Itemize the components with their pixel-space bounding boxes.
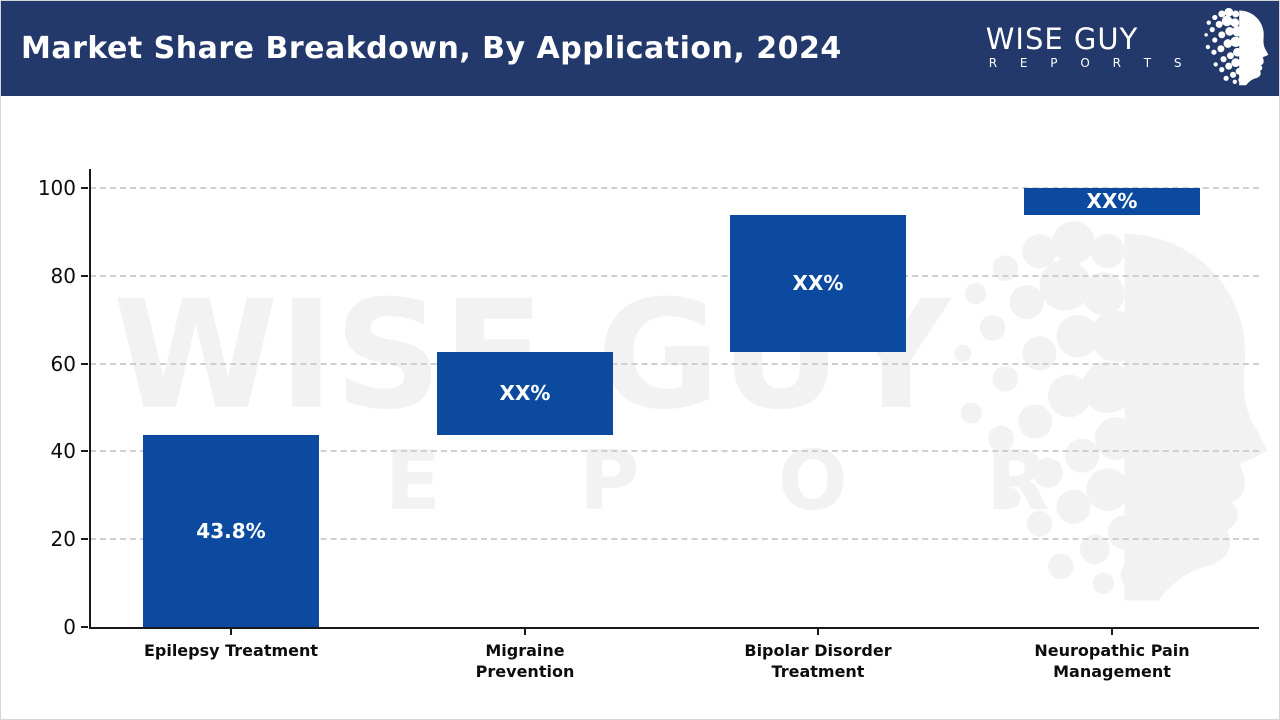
page-title: Market Share Breakdown, By Application, … xyxy=(21,31,842,66)
x-axis-tick-mark xyxy=(817,629,819,635)
logo-text: WISE GUY R E P O R T S xyxy=(985,22,1191,70)
logo-primary-text: WISE GUY xyxy=(985,22,1139,56)
gridline-60 xyxy=(90,362,1259,365)
x-axis-category-label: Epilepsy Treatment xyxy=(91,640,371,661)
bar-value-label: 43.8% xyxy=(196,518,266,543)
x-axis-line xyxy=(89,627,1259,629)
gridline-40 xyxy=(90,450,1259,453)
y-axis-tick-mark xyxy=(81,187,88,189)
y-axis-tick-label: 40 xyxy=(50,439,76,464)
y-axis-tick-mark xyxy=(81,274,88,277)
bar-value-label: XX% xyxy=(1086,189,1138,214)
bar-1: 43.8% xyxy=(143,434,319,627)
gridline-80 xyxy=(90,274,1259,277)
x-axis-category-label-line: Neuropathic Pain xyxy=(1034,641,1190,660)
x-axis-category-label-line: Migraine xyxy=(485,641,565,660)
y-axis-tick-label: 20 xyxy=(50,527,76,552)
bar-3: XX% xyxy=(730,214,906,353)
y-axis-tick-mark xyxy=(81,362,88,365)
bar-4: XX% xyxy=(1024,188,1200,215)
x-axis-category-label: Bipolar Disorder Treatment xyxy=(678,640,958,682)
bar-value-label: XX% xyxy=(499,381,551,406)
x-axis-category-label: Migraine Prevention xyxy=(385,640,665,682)
y-axis-tick-label: 0 xyxy=(63,615,76,639)
y-axis-tick-mark xyxy=(81,626,88,628)
gridline-20 xyxy=(90,538,1259,541)
header: Market Share Breakdown, By Application, … xyxy=(1,1,1279,96)
x-axis-category-label-line: Prevention xyxy=(475,662,575,681)
x-axis-tick-mark xyxy=(230,629,232,635)
wiseguy-logo: WISE GUY R E P O R T S xyxy=(986,7,1269,87)
y-axis-tick-label: 100 xyxy=(37,176,76,200)
y-axis-tick-mark xyxy=(81,450,88,453)
gridline-100 xyxy=(90,187,1259,189)
x-axis-tick-mark xyxy=(524,629,526,635)
wiseguy-head-icon xyxy=(1204,7,1269,86)
x-axis-category-label-line: Treatment xyxy=(771,662,865,681)
logo-secondary-text: R E P O R T S xyxy=(988,56,1191,70)
y-axis-tick-mark xyxy=(81,538,88,541)
x-axis-tick-mark xyxy=(1111,629,1113,635)
y-axis-tick-label: 60 xyxy=(50,351,76,376)
bar-value-label: XX% xyxy=(792,271,844,296)
y-axis-line xyxy=(89,169,91,629)
x-axis-category-label-line: Management xyxy=(1053,662,1171,681)
x-axis-category-label: Neuropathic Pain Management xyxy=(972,640,1252,682)
x-axis-category-label-line: Epilepsy Treatment xyxy=(143,641,319,660)
x-axis-category-label-line: Bipolar Disorder xyxy=(744,641,892,660)
y-axis-tick-label: 80 xyxy=(50,263,76,288)
bar-2: XX% xyxy=(437,352,613,435)
